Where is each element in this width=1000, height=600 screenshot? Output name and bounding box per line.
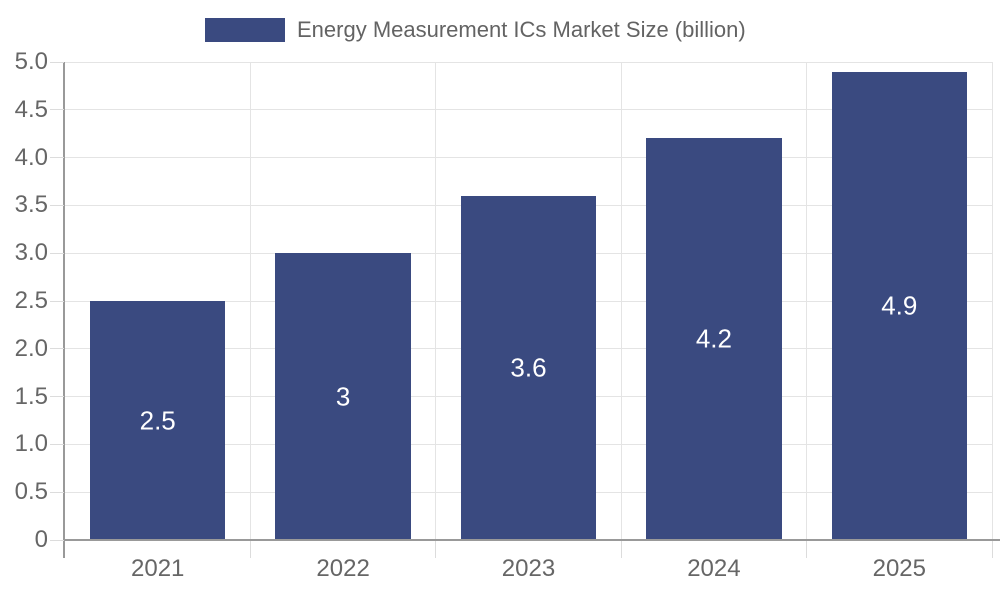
y-tick-mark	[50, 157, 64, 159]
x-tick-label: 2024	[687, 555, 741, 582]
x-axis-line	[65, 539, 1000, 541]
y-tick-mark	[50, 252, 64, 254]
v-gridline	[806, 62, 808, 540]
x-tick-label: 2023	[501, 555, 556, 582]
y-tick-mark	[50, 300, 64, 302]
y-tick-mark	[50, 443, 64, 445]
h-gridline	[65, 109, 992, 111]
plot-area: 2.5 3 3.6 4.2 4.9	[65, 61, 993, 541]
y-tick-label: 1.0	[14, 430, 48, 458]
y-tick-label: 4.5	[14, 95, 48, 123]
x-tick-label: 2025	[872, 555, 926, 582]
bar	[90, 301, 226, 540]
y-tick-mark	[50, 539, 64, 541]
v-gridline	[435, 62, 437, 540]
x-tick-mark	[249, 541, 251, 558]
x-tick-mark	[806, 541, 808, 558]
bar	[831, 71, 967, 540]
y-tick-mark	[50, 204, 64, 206]
x-tick-mark	[435, 541, 437, 558]
y-tick-label: 4.0	[14, 143, 48, 171]
bar-value-label: 2.5	[139, 405, 176, 435]
x-tick-label: 2021	[130, 555, 185, 582]
y-tick-label: 5.0	[14, 48, 48, 75]
y-tick-mark	[50, 396, 64, 398]
y-tick-label: 0	[34, 526, 48, 553]
h-gridline	[65, 157, 992, 159]
legend: Energy Measurement ICs Market Size (bill…	[205, 8, 746, 52]
bar	[275, 253, 411, 540]
y-tick-mark	[50, 348, 64, 350]
legend-label: Energy Measurement ICs Market Size (bill…	[297, 17, 746, 42]
v-gridline	[991, 62, 993, 540]
y-tick-label: 2.0	[14, 334, 48, 362]
bar-value-label: 4.9	[881, 290, 918, 321]
bar	[460, 195, 597, 540]
y-tick-mark	[50, 61, 64, 63]
y-tick-label: 0.5	[14, 478, 48, 506]
v-gridline	[249, 62, 251, 540]
v-gridline	[620, 62, 622, 540]
bar	[646, 138, 782, 540]
y-tick-mark	[50, 109, 64, 111]
x-tick-mark	[620, 541, 622, 558]
y-axis-line	[63, 62, 65, 558]
bar-value-label: 3.6	[510, 352, 547, 383]
legend-swatch	[205, 18, 285, 42]
y-tick-mark	[50, 491, 64, 493]
x-tick-label: 2022	[316, 555, 370, 582]
bar-value-label: 4.2	[695, 323, 732, 354]
y-tick-label: 2.5	[14, 287, 48, 314]
h-gridline	[65, 61, 992, 63]
x-tick-mark	[991, 541, 993, 558]
y-tick-label: 3.0	[14, 239, 48, 267]
y-tick-label: 3.5	[14, 191, 48, 219]
bar-value-label: 3	[335, 381, 351, 412]
y-tick-label: 1.5	[14, 382, 48, 410]
